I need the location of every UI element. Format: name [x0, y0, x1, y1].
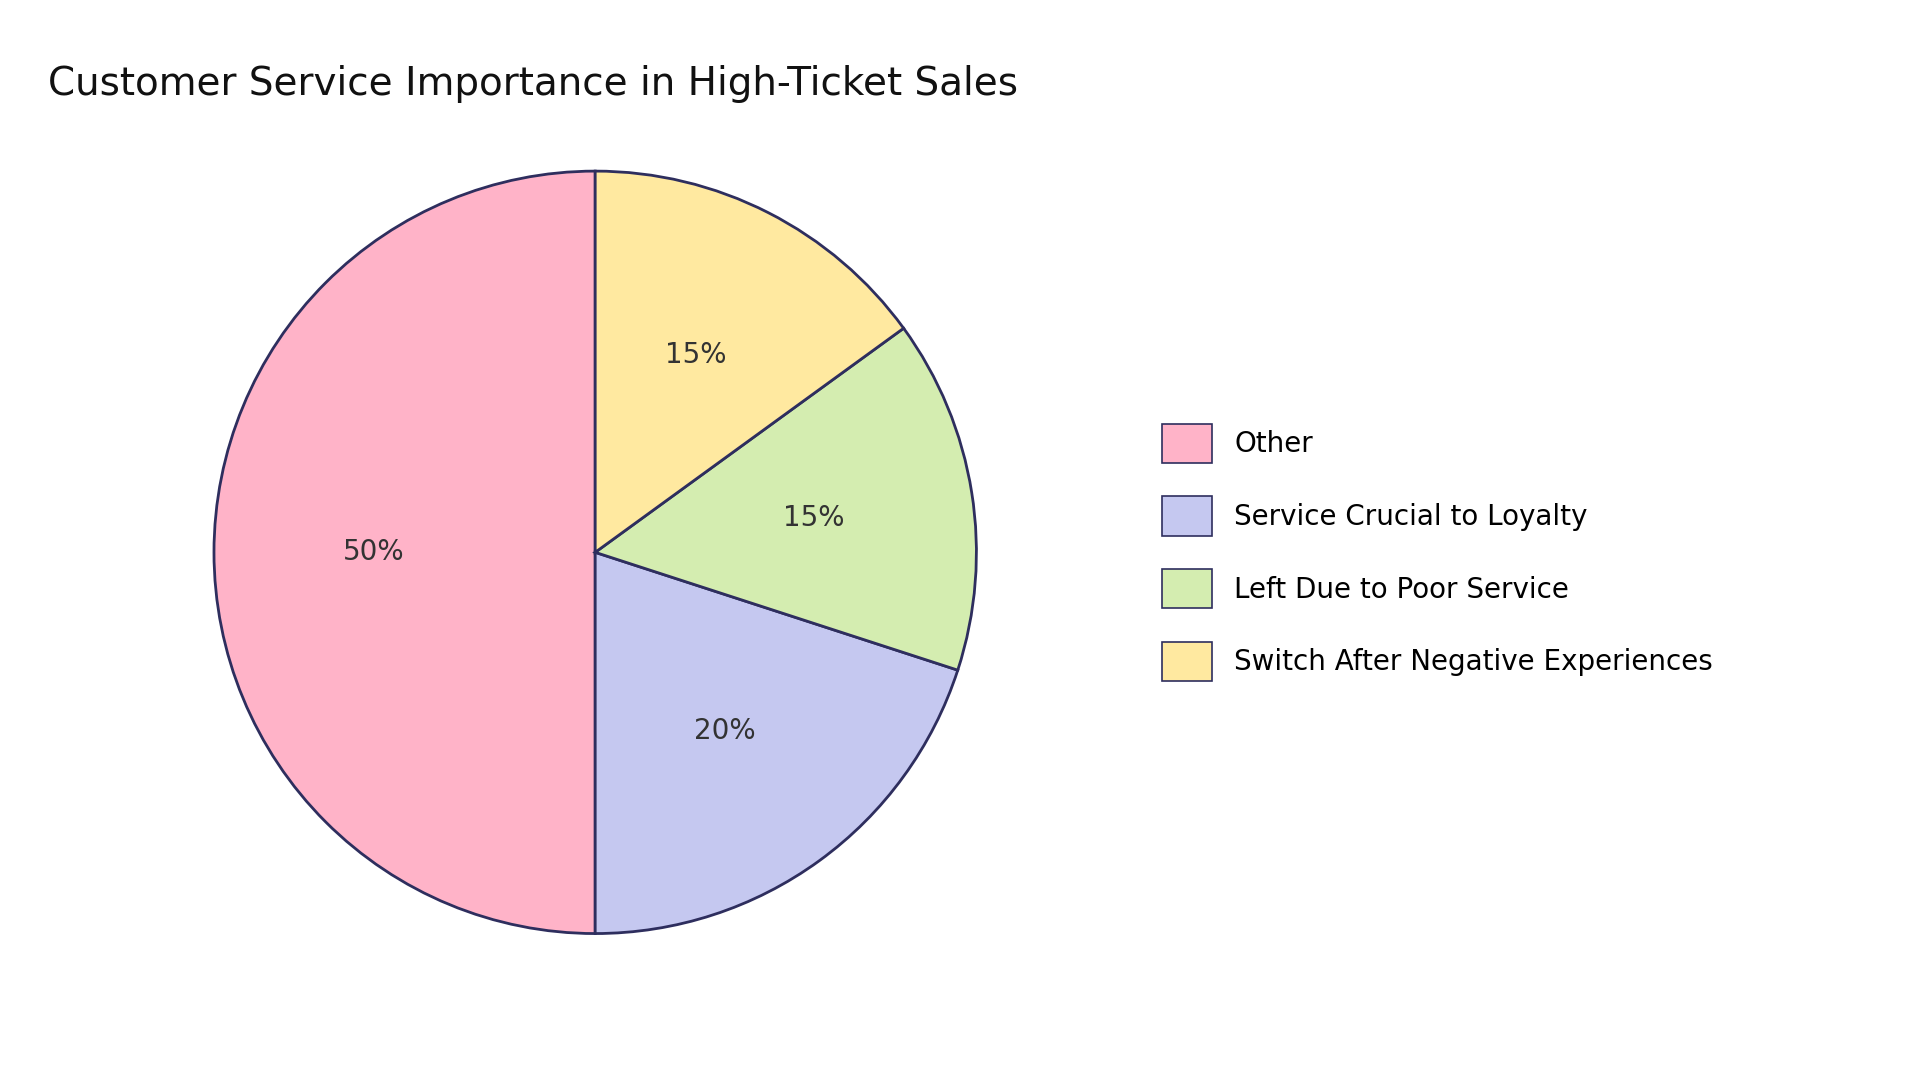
Text: 20%: 20% — [695, 717, 756, 745]
Wedge shape — [595, 552, 958, 934]
Text: 50%: 50% — [344, 538, 405, 566]
Text: 15%: 15% — [783, 504, 845, 532]
Wedge shape — [213, 171, 595, 934]
Wedge shape — [595, 171, 904, 552]
Wedge shape — [595, 328, 977, 670]
Text: Customer Service Importance in High-Ticket Sales: Customer Service Importance in High-Tick… — [48, 65, 1018, 103]
Legend: Other, Service Crucial to Loyalty, Left Due to Poor Service, Switch After Negati: Other, Service Crucial to Loyalty, Left … — [1162, 423, 1713, 681]
Text: 15%: 15% — [664, 341, 726, 369]
